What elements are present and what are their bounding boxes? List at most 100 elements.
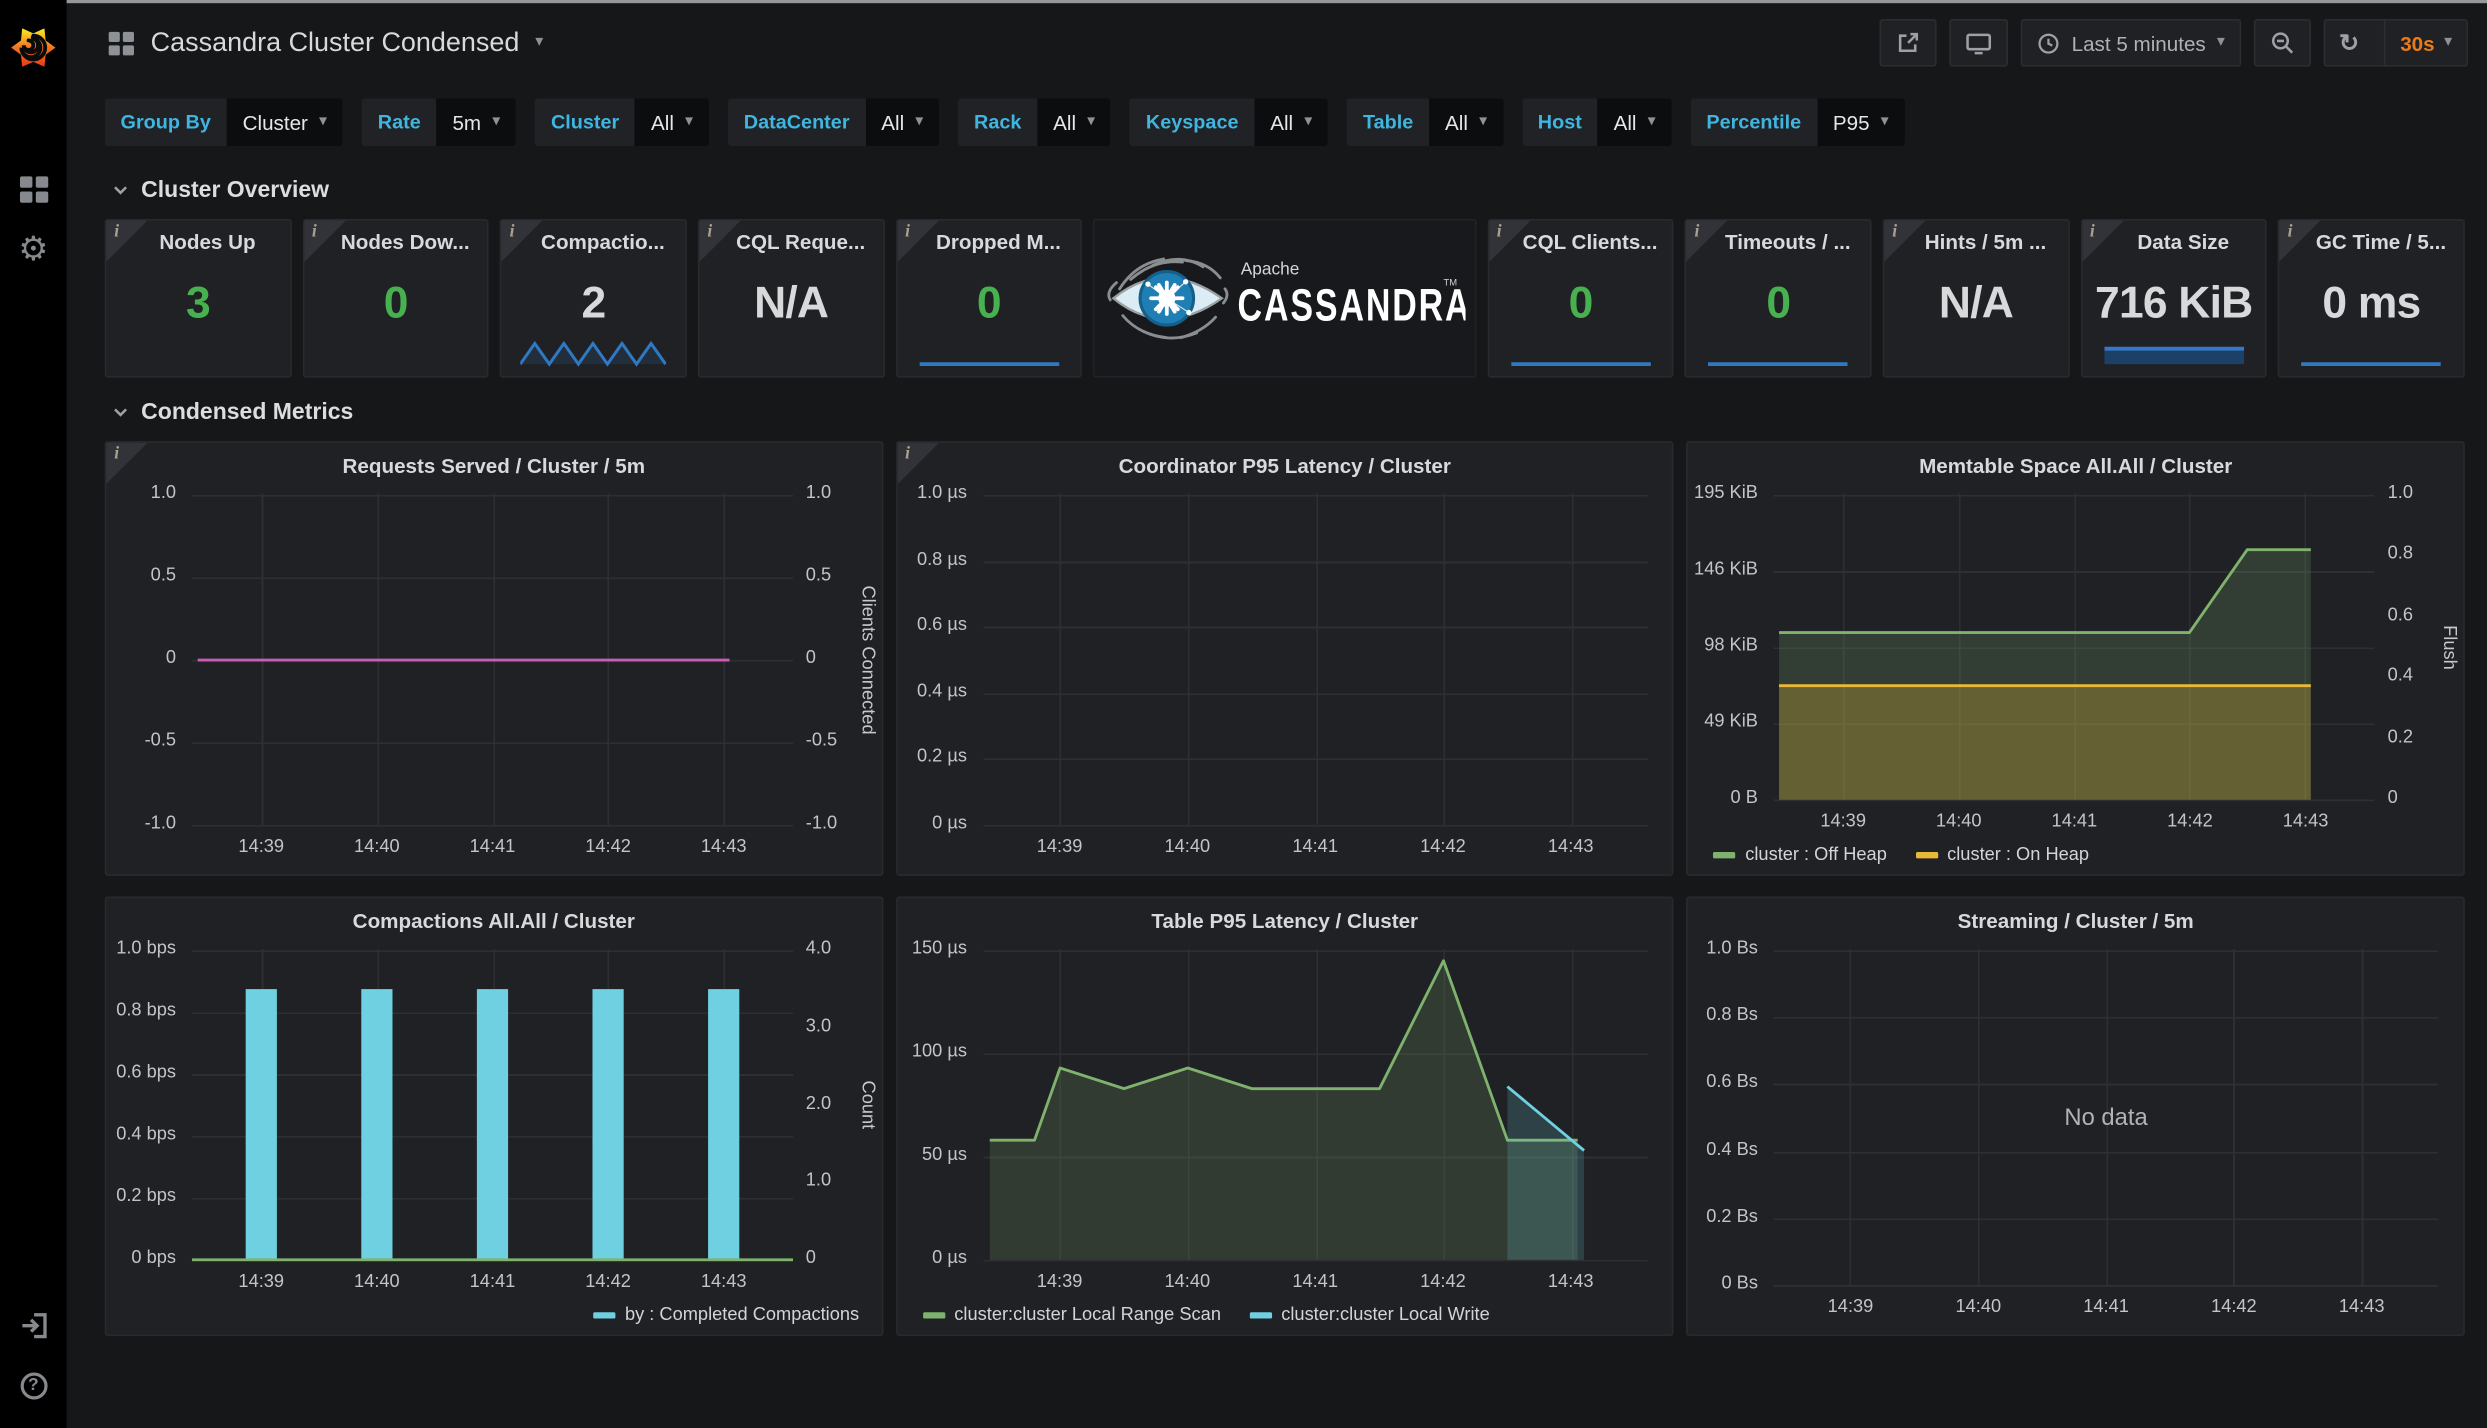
- filter-value[interactable]: P95 ▾: [1817, 98, 1905, 146]
- y-axis-tick-right: 2.0: [805, 1094, 832, 1114]
- panel-info-corner[interactable]: i: [1488, 220, 1531, 262]
- panel-info-corner[interactable]: i: [897, 220, 939, 262]
- caret-down-icon: ▾: [1479, 112, 1488, 131]
- y-axis-tick-right: 1.0: [805, 1171, 832, 1191]
- panel-title[interactable]: Compactions All.All / Cluster: [352, 909, 635, 933]
- caret-down-icon: ▾: [2444, 33, 2453, 51]
- panel-info-corner[interactable]: i: [106, 220, 148, 262]
- sidebar-item-sign-in[interactable]: [0, 1295, 67, 1355]
- panel-streaming: Streaming / Cluster / 5m 1.0 Bs 0.8 Bs 0.6 …: [1686, 896, 2465, 1337]
- panel-title[interactable]: Timeouts / ...: [1724, 230, 1851, 254]
- legend-item-cluster-cluster-local-range-scan[interactable]: cluster:cluster Local Range Scan: [922, 1305, 1221, 1325]
- info-icon: i: [2287, 222, 2293, 242]
- section-cluster-overview[interactable]: Cluster Overview: [111, 178, 2465, 203]
- panel-info-corner[interactable]: i: [501, 220, 543, 262]
- panel-title[interactable]: Hints / 5m ...: [1924, 230, 2047, 254]
- refresh-interval-label: 30s: [2400, 30, 2435, 55]
- share-button[interactable]: [1879, 19, 1937, 67]
- bar[interactable]: [245, 989, 277, 1260]
- panel-title[interactable]: CQL Reque...: [736, 230, 866, 254]
- help-icon: ?: [19, 1371, 47, 1399]
- x-axis-tick: 14:40: [354, 1272, 400, 1292]
- panel-info-corner[interactable]: i: [897, 442, 939, 484]
- plot-area[interactable]: [1773, 948, 2439, 1287]
- info-icon: i: [1496, 222, 1502, 242]
- x-axis-tick: 14:40: [354, 837, 400, 857]
- caret-down-icon: ▾: [685, 112, 694, 131]
- refresh-interval-picker[interactable]: 30s ▾: [2384, 20, 2466, 66]
- sidebar-item-settings[interactable]: ⚙: [0, 219, 67, 279]
- sidebar-item-help[interactable]: ?: [0, 1355, 67, 1415]
- panel-coordinator-p95: i Coordinator P95 Latency / Cluster 1.0 µs…: [895, 441, 1674, 876]
- chart-row-1: i Requests Served / Cluster / 5m 1.0 0.5 0 -0…: [104, 441, 2465, 876]
- grafana-logo[interactable]: [0, 13, 67, 83]
- zoom-out-button[interactable]: [2253, 19, 2311, 67]
- filter-value[interactable]: 5m ▾: [436, 98, 517, 146]
- plot-area[interactable]: [191, 948, 794, 1262]
- stat-panel-dropped-m: i Dropped M... 0: [895, 218, 1083, 378]
- y-axis-tick-left: 150 µs: [911, 939, 968, 959]
- panel-title[interactable]: Data Size: [2137, 230, 2230, 254]
- panel-info-corner[interactable]: i: [303, 220, 346, 262]
- panel-title[interactable]: GC Time / 5...: [2315, 230, 2447, 254]
- filter-value[interactable]: Cluster ▾: [226, 98, 343, 146]
- panel-title[interactable]: Nodes Up: [159, 230, 256, 254]
- plot-area[interactable]: [982, 948, 1648, 1262]
- dashboard-title[interactable]: Cassandra Cluster Condensed: [150, 26, 520, 58]
- filter-label: Rate: [361, 98, 437, 146]
- panel-info-corner[interactable]: i: [2082, 220, 2124, 262]
- panel-title[interactable]: Streaming / Cluster / 5m: [1957, 909, 2194, 933]
- bar[interactable]: [708, 989, 740, 1260]
- filter-value[interactable]: All ▾: [865, 98, 940, 146]
- section-condensed-metrics[interactable]: Condensed Metrics: [111, 400, 2465, 425]
- sign-in-icon: [21, 1312, 46, 1338]
- bar[interactable]: [476, 989, 509, 1260]
- filter-value[interactable]: All ▾: [1037, 98, 1112, 146]
- x-axis-tick: 14:43: [2338, 1297, 2385, 1317]
- panel-info-corner[interactable]: i: [699, 220, 741, 262]
- plot-area[interactable]: [191, 493, 794, 827]
- bar[interactable]: [592, 989, 624, 1260]
- x-axis-tick: 14:43: [700, 837, 747, 857]
- panel-title[interactable]: Table P95 Latency / Cluster: [1151, 909, 1419, 933]
- panel-info-corner[interactable]: i: [106, 442, 148, 484]
- panel-title[interactable]: CQL Clients...: [1522, 230, 1658, 254]
- panel-title[interactable]: Coordinator P95 Latency / Cluster: [1118, 453, 1451, 478]
- legend-item-cluster-cluster-local-write[interactable]: cluster:cluster Local Write: [1249, 1306, 1490, 1325]
- x-axis-tick: 14:42: [2167, 812, 2213, 832]
- filter-value[interactable]: All ▾: [1597, 98, 1672, 146]
- y-axis-tick-left: 0 µs: [932, 1248, 968, 1268]
- x-axis-tick: 14:41: [1292, 837, 1338, 857]
- panel-title[interactable]: Dropped M...: [935, 230, 1061, 254]
- legend-item-by-completed-compactions[interactable]: by : Completed Compactions: [593, 1306, 859, 1325]
- legend-item-cluster-off-heap[interactable]: cluster : Off Heap: [1713, 846, 1887, 865]
- x-axis-tick: 14:39: [238, 1272, 285, 1292]
- refresh-button[interactable]: ↻: [2325, 21, 2374, 65]
- panel-title[interactable]: Compactio...: [541, 230, 665, 254]
- info-icon: i: [509, 222, 515, 242]
- legend-item-cluster-on-heap[interactable]: cluster : On Heap: [1915, 846, 2089, 865]
- panel-info-corner[interactable]: i: [1686, 220, 1728, 262]
- stat-value: 3: [186, 277, 211, 327]
- filter-value[interactable]: All ▾: [635, 98, 709, 146]
- panel-title[interactable]: Memtable Space All.All / Cluster: [1919, 453, 2233, 478]
- plot-area[interactable]: [1773, 493, 2375, 802]
- tv-mode-button[interactable]: [1949, 19, 2009, 67]
- panel-title[interactable]: Requests Served / Cluster / 5m: [342, 453, 646, 478]
- zoom-out-icon: [2271, 32, 2293, 54]
- plot-area[interactable]: [982, 493, 1648, 827]
- time-range-picker[interactable]: Last 5 minutes ▾: [2020, 19, 2241, 67]
- panel-info-corner[interactable]: i: [1884, 220, 1926, 262]
- bar[interactable]: [361, 989, 393, 1260]
- y-axis-title-right: Clients Connected: [857, 585, 877, 735]
- panel-title[interactable]: Nodes Dow...: [340, 230, 470, 254]
- filter-value[interactable]: All ▾: [1429, 98, 1503, 146]
- no-data-message: No data: [2064, 1104, 2148, 1132]
- caret-down-icon[interactable]: ▾: [535, 33, 544, 51]
- panel-requests-served: i Requests Served / Cluster / 5m 1.0 0.5 0 -0…: [104, 441, 883, 876]
- sidebar-item-dashboards[interactable]: [0, 159, 67, 219]
- series-line: [1505, 1085, 1585, 1152]
- panel-info-corner[interactable]: i: [2279, 220, 2321, 262]
- legend-series-label: cluster:cluster Local Range Scan: [954, 1305, 1221, 1325]
- filter-value[interactable]: All ▾: [1254, 98, 1329, 146]
